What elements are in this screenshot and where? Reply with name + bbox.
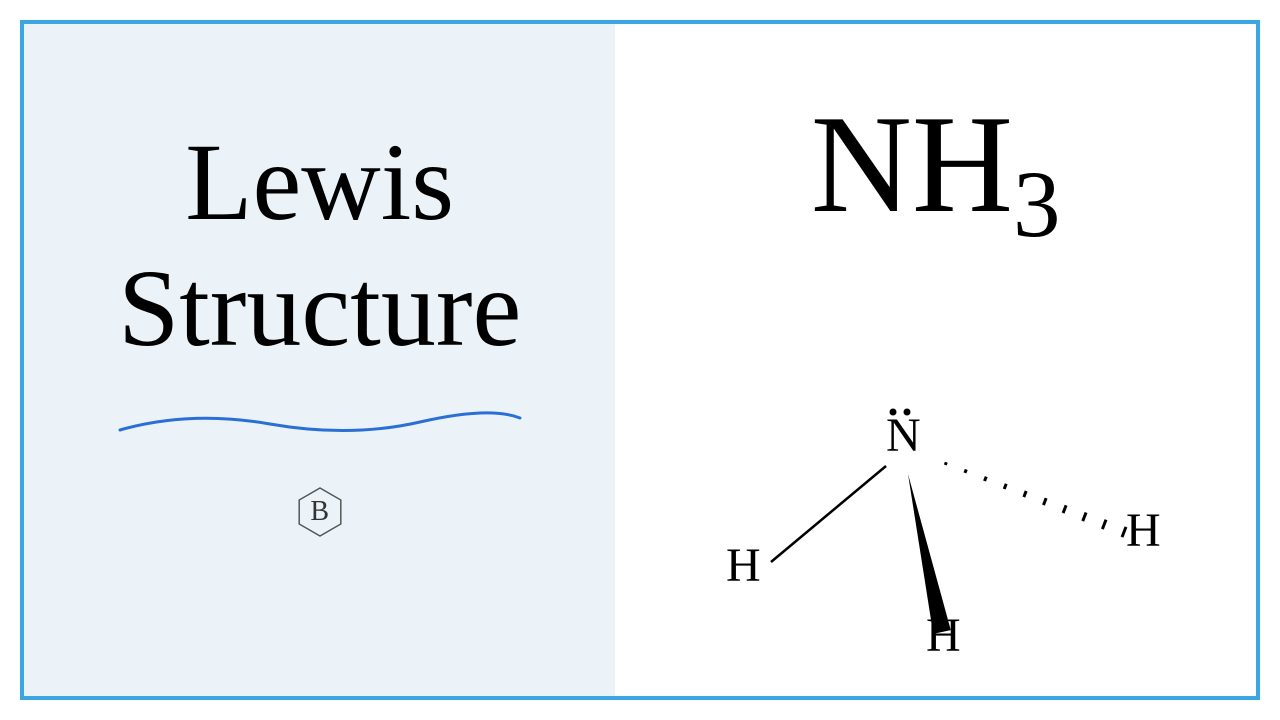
main-frame: Lewis Structure B NH3 NHHH (20, 20, 1260, 700)
structure-svg: N H H H (686, 334, 1186, 684)
title-line-1: Lewis (118, 119, 521, 246)
formula-base: NH (811, 87, 1013, 242)
lewis-structure: N H H H (686, 334, 1186, 684)
title-text: Lewis Structure (118, 119, 521, 372)
logo-hexagon: B (290, 482, 350, 542)
right-panel: NH3 NHHH (615, 24, 1256, 696)
logo-letter: B (310, 496, 329, 528)
wave-underline (110, 402, 530, 442)
formula-subscript: 3 (1013, 151, 1061, 257)
svg-text:N: N (886, 409, 921, 462)
molecular-formula: NH3 (811, 84, 1061, 245)
svg-text:H: H (926, 609, 961, 662)
svg-text:H: H (726, 539, 761, 592)
svg-text:H: H (1126, 504, 1161, 557)
left-panel: Lewis Structure B (24, 24, 615, 696)
title-line-2: Structure (118, 245, 521, 372)
